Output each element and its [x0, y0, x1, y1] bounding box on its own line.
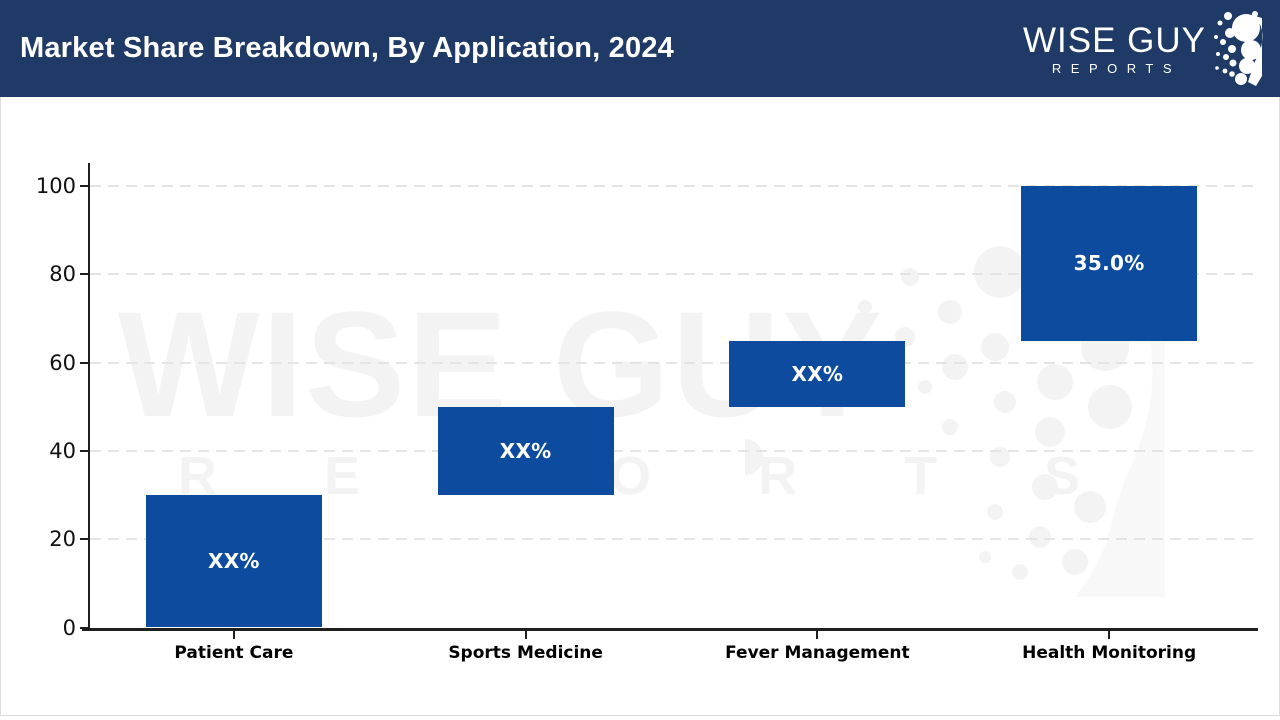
x-category-label: Health Monitoring — [1022, 642, 1197, 663]
bar-value-label: XX% — [791, 361, 844, 386]
brand-logo: WISE GUY REPORTS — [1023, 6, 1264, 92]
bar: 35.0% — [1021, 186, 1198, 341]
y-tick-label: 0 — [62, 615, 76, 640]
x-axis-spine — [82, 627, 1258, 631]
bar-value-label: XX% — [207, 549, 260, 574]
x-category-label: Fever Management — [725, 642, 910, 663]
x-axis-tick — [232, 630, 235, 639]
x-category-label: Sports Medicine — [448, 642, 603, 663]
dotted-face-icon — [1214, 10, 1263, 86]
y-axis-tick — [80, 273, 88, 276]
y-axis-tick — [80, 449, 88, 452]
x-axis-tick — [816, 630, 819, 639]
watermark-subtext: R E P O R T S — [178, 446, 1127, 506]
brand-name: WISE GUY — [1022, 20, 1206, 60]
y-axis-tick — [80, 361, 88, 364]
y-tick-label: 60 — [49, 350, 76, 375]
grid-line — [90, 361, 1255, 364]
y-axis-spine — [88, 163, 90, 631]
x-category-label: Patient Care — [174, 642, 294, 663]
page-title: Market Share Breakdown, By Application, … — [20, 32, 674, 64]
bar-value-label: 35.0% — [1073, 251, 1145, 276]
x-axis-tick — [1108, 630, 1111, 639]
grid-line — [90, 273, 1255, 276]
bar: XX% — [145, 495, 322, 628]
y-tick-label: 100 — [35, 174, 76, 198]
y-tick-label: 20 — [49, 527, 76, 552]
grid-line — [90, 185, 1255, 187]
grid-line — [90, 538, 1255, 541]
brand-subtitle: REPORTS — [1051, 60, 1182, 76]
bar: XX% — [729, 340, 906, 407]
bar: XX% — [437, 406, 614, 496]
y-axis-tick — [80, 185, 88, 187]
chart-area: WISE GUY R E P O R T S 0 20 40 60 80 100 XX% XX… — [0, 97, 1280, 720]
x-axis-tick — [524, 630, 527, 639]
y-tick-label: 80 — [49, 262, 76, 287]
y-tick-label: 40 — [49, 438, 76, 463]
grid-line — [90, 449, 1255, 452]
header-bar: Market Share Breakdown, By Application, … — [0, 0, 1280, 97]
bar-value-label: XX% — [499, 438, 552, 463]
y-axis-tick — [80, 538, 88, 541]
brand-wordmark: WISE GUY REPORTS — [1023, 23, 1206, 75]
